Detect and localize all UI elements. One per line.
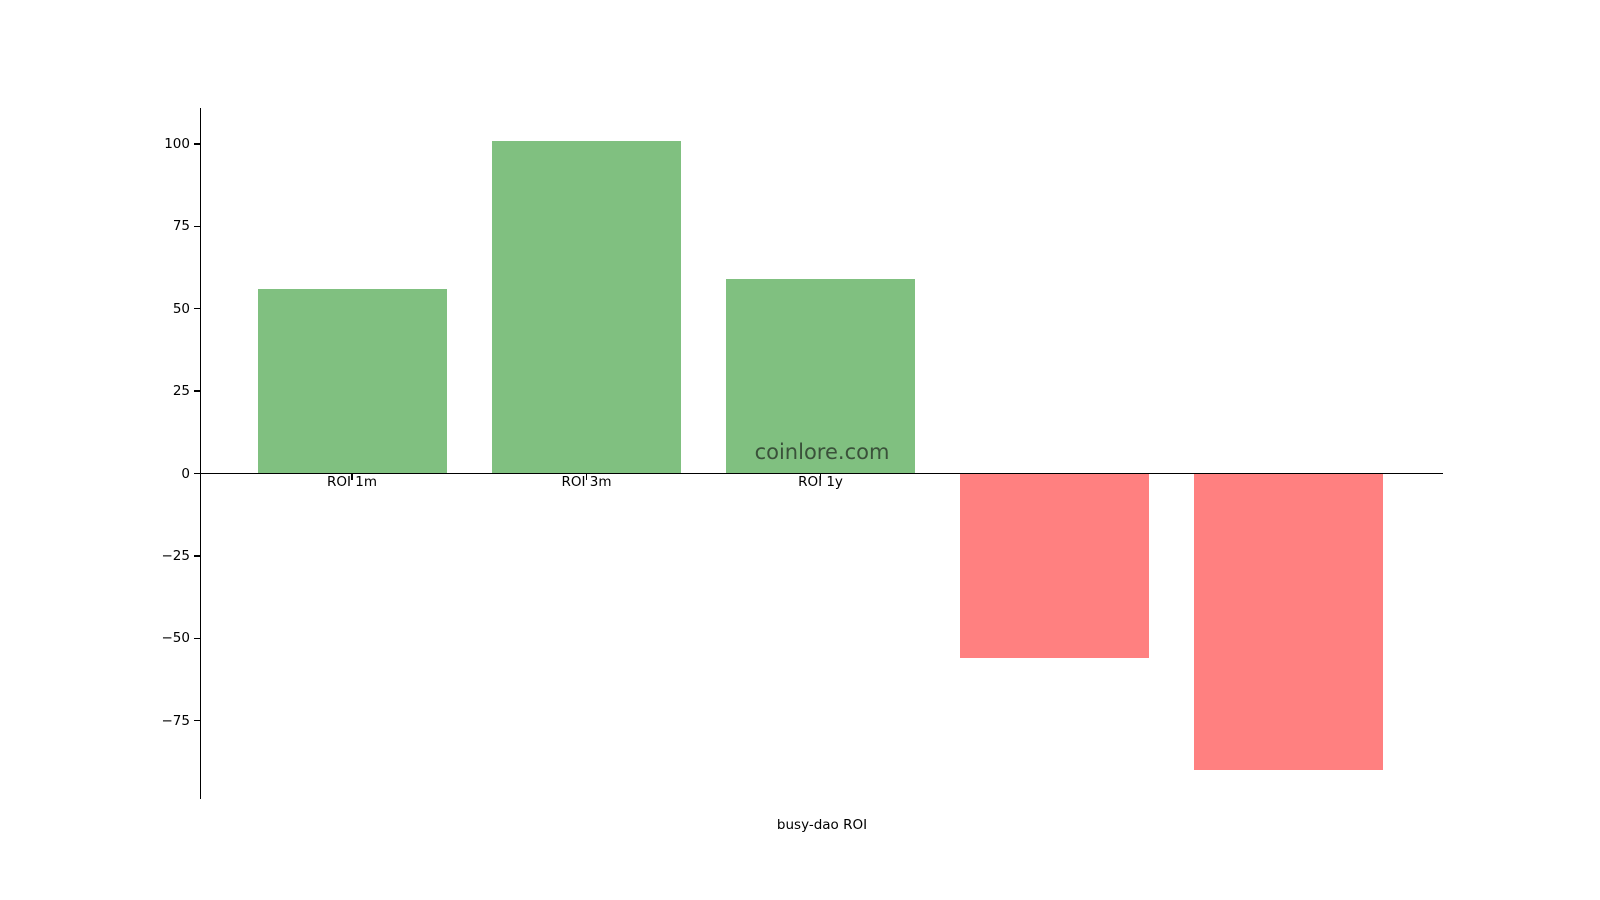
y-tick-mark: [194, 637, 201, 639]
x-axis-title: busy-dao ROI: [776, 817, 868, 833]
bar-ROI 3m: [492, 140, 681, 474]
bar-negative-4: [1194, 473, 1383, 771]
y-tick-label: 0: [181, 465, 190, 482]
bar-ROI 1y: [726, 279, 915, 474]
y-tick-mark: [194, 225, 201, 228]
y-tick-mark: [194, 555, 201, 557]
y-tick-mark: [194, 143, 201, 145]
y-tick-mark: [194, 308, 201, 310]
x-tick-label: ROI 1y: [798, 474, 843, 490]
y-tick-label: −75: [161, 712, 191, 729]
bar-negative-3: [960, 473, 1149, 659]
y-axis-line: [200, 108, 202, 799]
y-tick-label: 100: [164, 136, 190, 152]
x-tick-mark: [351, 473, 353, 480]
y-tick-label: 75: [172, 218, 190, 235]
x-tick-label: ROI 1m: [326, 474, 378, 490]
watermark-text: coinlore.com: [754, 440, 890, 464]
y-tick-label: 25: [172, 383, 190, 400]
y-tick-mark: [194, 390, 201, 392]
x-tick-mark: [819, 473, 822, 480]
x-tick-label: ROI 3m: [561, 474, 612, 490]
zero-baseline: [201, 472, 1443, 475]
y-tick-label: 50: [172, 300, 190, 317]
x-tick-mark: [585, 473, 588, 480]
bar-ROI 1m: [257, 288, 447, 474]
y-tick-label: −25: [161, 547, 191, 564]
y-tick-mark: [194, 719, 201, 722]
y-tick-label: −50: [161, 630, 191, 647]
y-tick-mark: [194, 472, 201, 475]
